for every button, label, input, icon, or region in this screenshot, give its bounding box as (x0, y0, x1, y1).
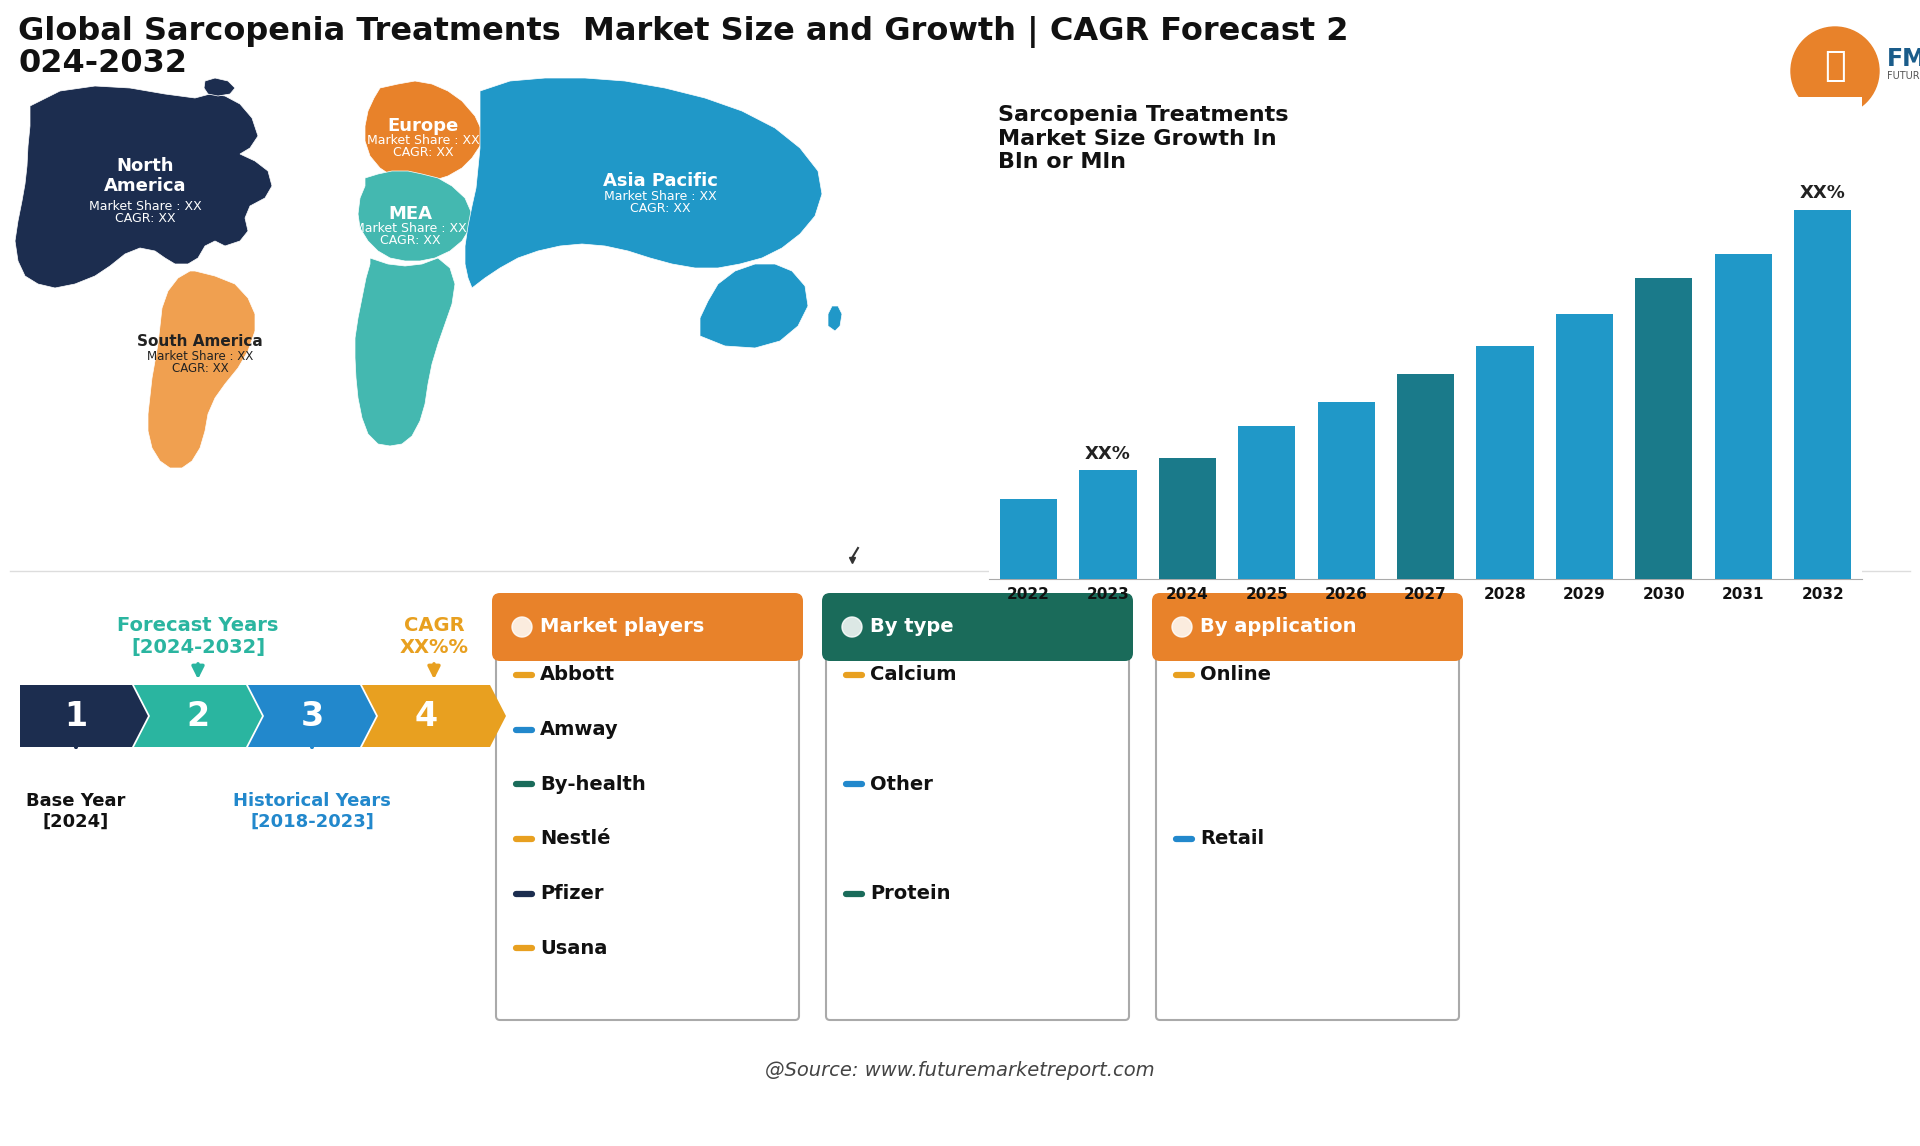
Text: Calcium: Calcium (870, 666, 956, 684)
FancyBboxPatch shape (492, 592, 803, 661)
Text: 3: 3 (300, 699, 324, 732)
Text: Market Share : XX: Market Share : XX (88, 199, 202, 212)
Polygon shape (148, 270, 255, 468)
Bar (1793, 210, 1851, 579)
Text: Historical Years
[2018-2023]: Historical Years [2018-2023] (232, 792, 392, 831)
Text: CAGR: XX: CAGR: XX (380, 235, 440, 248)
Text: Amway: Amway (540, 720, 618, 739)
Text: Global Sarcopenia Treatments  Market Size and Growth | CAGR Forecast 2: Global Sarcopenia Treatments Market Size… (17, 16, 1348, 48)
Text: CAGR: XX: CAGR: XX (115, 212, 175, 226)
Text: Other: Other (870, 775, 933, 794)
Text: Nestlé: Nestlé (540, 830, 611, 848)
FancyBboxPatch shape (822, 592, 1133, 661)
Circle shape (1171, 617, 1192, 637)
Text: Abbott: Abbott (540, 666, 614, 684)
Polygon shape (248, 685, 376, 747)
Text: XX%: XX% (1085, 445, 1131, 463)
Text: Retail: Retail (1200, 830, 1263, 848)
Polygon shape (828, 306, 843, 331)
Text: FUTURE MARKET REPORT: FUTURE MARKET REPORT (1887, 71, 1920, 81)
Polygon shape (701, 264, 808, 348)
Text: Market Share : XX: Market Share : XX (353, 221, 467, 235)
Bar (1000, 499, 1058, 579)
Text: Forecast Years
[2024-2032]: Forecast Years [2024-2032] (117, 617, 278, 657)
Polygon shape (134, 685, 261, 747)
Bar (1160, 458, 1215, 579)
Text: 4: 4 (415, 699, 438, 732)
FancyBboxPatch shape (1156, 649, 1459, 1020)
Text: By-health: By-health (540, 775, 645, 794)
Circle shape (1791, 28, 1880, 115)
Polygon shape (204, 78, 234, 96)
Bar (1079, 470, 1137, 579)
Text: 024-2032: 024-2032 (17, 48, 186, 79)
Polygon shape (363, 685, 507, 747)
Bar (1398, 374, 1453, 579)
Text: MEA: MEA (388, 205, 432, 223)
Text: @Source: www.futuremarketreport.com: @Source: www.futuremarketreport.com (766, 1061, 1154, 1081)
Text: XX%: XX% (1799, 185, 1845, 203)
Text: Market players: Market players (540, 617, 705, 636)
Text: By application: By application (1200, 617, 1357, 636)
Bar (1715, 253, 1772, 579)
Polygon shape (357, 171, 472, 261)
Text: 1: 1 (65, 699, 88, 732)
Text: CAGR: XX: CAGR: XX (394, 147, 453, 159)
Text: Market Share : XX: Market Share : XX (146, 350, 253, 362)
Polygon shape (465, 78, 822, 288)
Text: Europe: Europe (388, 117, 459, 135)
Text: Protein: Protein (870, 885, 950, 903)
FancyBboxPatch shape (826, 649, 1129, 1020)
Polygon shape (355, 258, 455, 446)
Circle shape (513, 617, 532, 637)
Text: By type: By type (870, 617, 954, 636)
Bar (1238, 426, 1296, 579)
Text: 2: 2 (186, 699, 209, 732)
Text: Sarcopenia Treatments
Market Size Growth In
Bln or Mln: Sarcopenia Treatments Market Size Growth… (998, 105, 1288, 172)
FancyBboxPatch shape (1152, 592, 1463, 661)
Text: Online: Online (1200, 666, 1271, 684)
Text: ⛹: ⛹ (1824, 49, 1845, 83)
Polygon shape (365, 81, 482, 185)
Text: Pfizer: Pfizer (540, 885, 603, 903)
Bar (1317, 402, 1375, 579)
FancyBboxPatch shape (495, 649, 799, 1020)
Text: Market Share : XX: Market Share : XX (603, 189, 716, 203)
Text: South America: South America (136, 333, 263, 348)
Circle shape (843, 617, 862, 637)
Bar (1636, 277, 1692, 579)
Text: CAGR
XX%%: CAGR XX%% (399, 617, 468, 657)
Text: CAGR: XX: CAGR: XX (630, 203, 691, 215)
Text: FMR: FMR (1887, 47, 1920, 71)
Polygon shape (19, 685, 148, 747)
Bar (1555, 314, 1613, 579)
Text: Base Year
[2024]: Base Year [2024] (27, 792, 125, 831)
Text: CAGR: XX: CAGR: XX (171, 361, 228, 375)
Text: North
America: North America (104, 157, 186, 196)
Text: Asia Pacific: Asia Pacific (603, 172, 718, 190)
Text: Market Share : XX: Market Share : XX (367, 133, 480, 147)
Bar (1476, 346, 1534, 579)
Polygon shape (15, 86, 273, 288)
Text: Usana: Usana (540, 939, 607, 958)
